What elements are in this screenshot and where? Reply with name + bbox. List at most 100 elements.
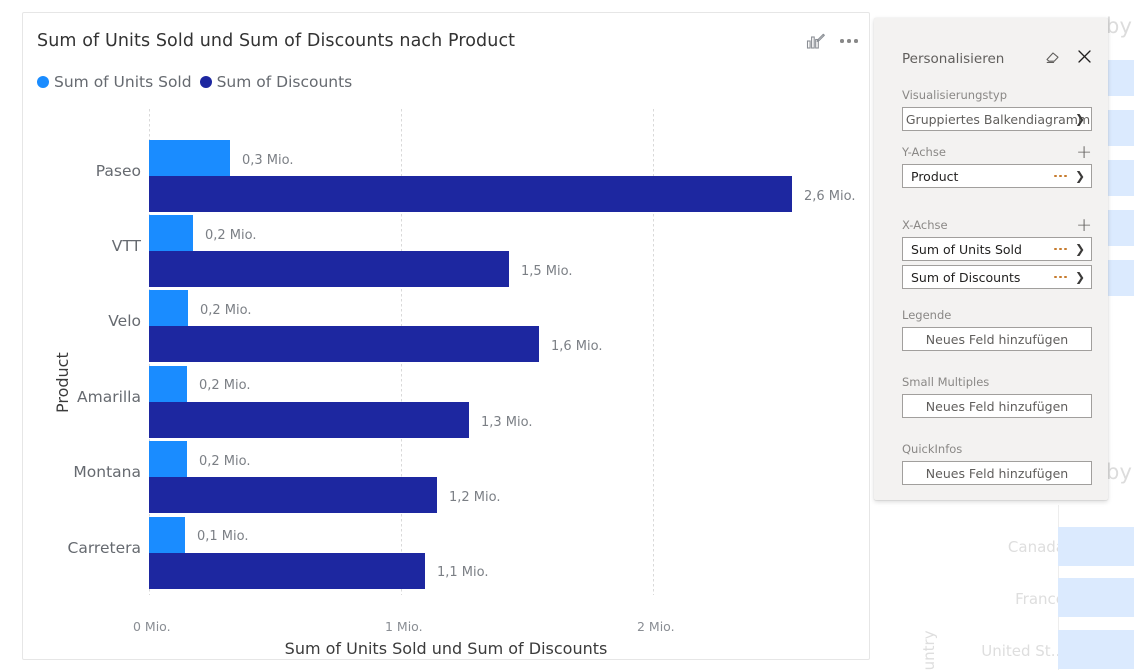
bar-discounts[interactable] [149, 176, 792, 212]
bar-discounts[interactable] [149, 553, 425, 589]
legend-item-units-sold[interactable]: Sum of Units Sold [37, 73, 192, 91]
bar-chart-visual[interactable]: Sum of Units Sold und Sum of Discounts n… [22, 12, 870, 660]
add-field-label: Neues Feld hinzufügen [925, 398, 1069, 414]
x-axis-field-discounts[interactable]: Sum of Discounts ❯ [902, 265, 1092, 289]
section-label: X-Achse [902, 218, 948, 232]
chart-plot-area: Paseo 0,3 Mio. 2,6 Mio. VTT 0,2 Mio. 1,5… [23, 109, 871, 609]
section-legend: Legende Neues Feld hinzufügen [902, 308, 1092, 351]
background-category-label: France [1015, 590, 1065, 608]
legend-item-discounts[interactable]: Sum of Discounts [199, 73, 353, 91]
add-field-label: Neues Feld hinzufügen [925, 465, 1069, 481]
bar-units-sold[interactable] [149, 140, 230, 176]
add-x-axis-field-icon[interactable]: + [1076, 214, 1092, 236]
section-label: QuickInfos [902, 442, 963, 456]
section-label: Visualisierungstyp [902, 88, 1007, 102]
chart-legend: Sum of Units Sold Sum of Discounts [37, 73, 352, 91]
bar-discounts[interactable] [149, 402, 469, 438]
background-visual-title-top: by [1106, 14, 1133, 38]
bar-value-label: 1,2 Mio. [449, 490, 501, 505]
category-label: Velo [108, 312, 141, 330]
x-tick-label-1: 1 Mio. [385, 619, 423, 634]
bar-discounts[interactable] [149, 326, 539, 362]
visual-title: Sum of Units Sold und Sum of Discounts n… [37, 31, 516, 51]
legend-add-field-button[interactable]: Neues Feld hinzufügen [902, 327, 1092, 351]
category-label: Paseo [95, 162, 141, 180]
background-category-label: United St... [981, 642, 1065, 660]
background-category-label: Canada [1007, 538, 1065, 556]
add-y-axis-field-icon[interactable]: + [1076, 141, 1092, 163]
section-small-multiples: Small Multiples Neues Feld hinzufügen [902, 375, 1092, 418]
personalize-visual-icon[interactable] [805, 31, 825, 51]
field-name: Product [911, 168, 959, 184]
x-tick-label-0: 0 Mio. [133, 619, 171, 634]
x-axis-title: Sum of Units Sold und Sum of Discounts [284, 639, 608, 658]
category-label: VTT [111, 237, 141, 255]
y-axis-field-product[interactable]: Product ❯ [902, 164, 1092, 188]
bar-units-sold[interactable] [149, 441, 187, 477]
bar-value-label: 0,2 Mio. [199, 454, 251, 469]
background-bar [1058, 578, 1134, 617]
bar-value-label: 1,5 Mio. [521, 264, 573, 279]
y-axis-title: Product [53, 352, 72, 413]
section-label: Small Multiples [902, 375, 990, 389]
bar-discounts[interactable] [149, 477, 437, 513]
more-options-icon[interactable] [839, 31, 859, 51]
bar-value-label: 1,3 Mio. [481, 415, 533, 430]
section-x-axis: X-Achse + Sum of Units Sold ❯ Sum of Dis… [902, 214, 1092, 293]
background-axis-title-country: Country [920, 630, 938, 670]
background-visual-title-bottom: by [1106, 460, 1133, 484]
pane-header-icons [1042, 46, 1094, 66]
bar-units-sold[interactable] [149, 517, 185, 553]
bar-units-sold[interactable] [149, 290, 188, 326]
bar-value-label: 0,2 Mio. [200, 303, 252, 318]
section-tooltips: QuickInfos Neues Feld hinzufügen [902, 442, 1092, 485]
section-label: Y-Achse [902, 145, 946, 159]
bar-discounts[interactable] [149, 251, 509, 287]
bar-value-label: 0,2 Mio. [199, 378, 251, 393]
field-more-options-icon[interactable] [1054, 247, 1067, 251]
legend-swatch-icon [37, 76, 49, 88]
tooltips-add-field-button[interactable]: Neues Feld hinzufügen [902, 461, 1092, 485]
personalize-pane: Personalisieren Visualisierungstyp Grupp… [874, 18, 1108, 500]
small-multiples-add-field-button[interactable]: Neues Feld hinzufügen [902, 394, 1092, 418]
chevron-right-icon[interactable]: ❯ [1074, 270, 1085, 284]
add-field-label: Neues Feld hinzufügen [925, 331, 1069, 347]
bar-value-label: 2,6 Mio. [804, 189, 856, 204]
category-label: Montana [73, 463, 141, 481]
background-bar [1058, 527, 1134, 566]
bar-units-sold[interactable] [149, 366, 187, 402]
bar-value-label: 0,1 Mio. [197, 529, 249, 544]
pane-title: Personalisieren [902, 51, 1005, 67]
reset-eraser-icon[interactable] [1042, 46, 1062, 66]
visualization-type-field[interactable]: Gruppiertes Balkendiagramm ❯ [902, 107, 1092, 131]
legend-label: Sum of Units Sold [54, 73, 192, 91]
legend-swatch-icon [199, 76, 212, 88]
bar-value-label: 0,2 Mio. [205, 228, 257, 243]
bar-units-sold[interactable] [149, 215, 193, 251]
field-name: Sum of Units Sold [911, 241, 1022, 257]
chevron-right-icon[interactable]: ❯ [1074, 169, 1085, 183]
chevron-right-icon: ❯ [1074, 112, 1085, 126]
section-visualization-type: Visualisierungstyp Gruppiertes Balkendia… [902, 88, 1092, 135]
visual-header-icons [805, 31, 859, 51]
field-more-options-icon[interactable] [1054, 174, 1067, 178]
x-axis-field-units-sold[interactable]: Sum of Units Sold ❯ [902, 237, 1092, 261]
gridline-2 [653, 109, 654, 595]
close-icon[interactable] [1074, 46, 1094, 66]
section-label: Legende [902, 308, 952, 322]
bar-value-label: 0,3 Mio. [242, 153, 294, 168]
visualization-type-value: Gruppiertes Balkendiagramm [905, 111, 1091, 127]
category-label: Amarilla [77, 388, 141, 406]
field-name: Sum of Discounts [911, 269, 1021, 285]
bar-value-label: 1,6 Mio. [551, 339, 603, 354]
background-gridline [1058, 505, 1059, 670]
bar-value-label: 1,1 Mio. [437, 565, 489, 580]
chevron-right-icon[interactable]: ❯ [1074, 242, 1085, 256]
section-y-axis: Y-Achse + Product ❯ [902, 141, 1092, 192]
legend-label: Sum of Discounts [216, 73, 353, 91]
background-bar [1058, 630, 1134, 669]
category-label: Carretera [67, 539, 141, 557]
x-tick-label-2: 2 Mio. [637, 619, 675, 634]
field-more-options-icon[interactable] [1054, 275, 1067, 279]
